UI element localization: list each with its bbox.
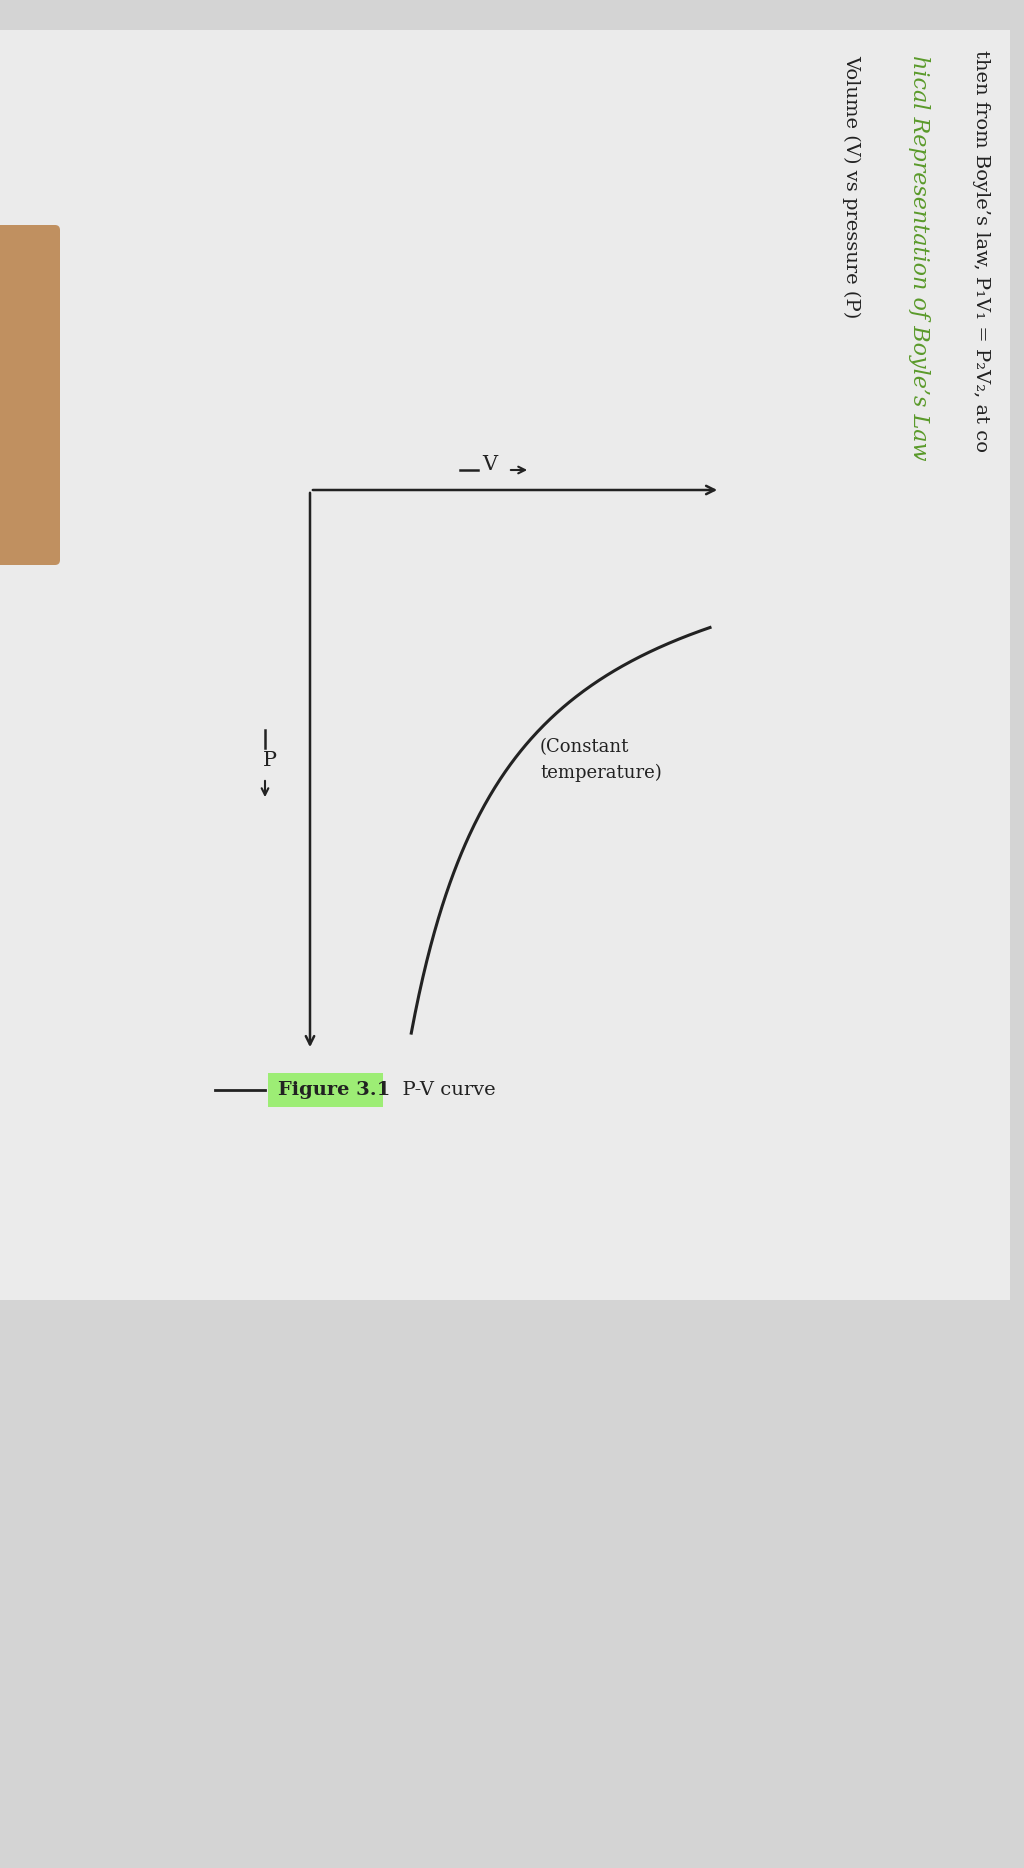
FancyBboxPatch shape bbox=[0, 224, 60, 564]
Text: (Constant
temperature): (Constant temperature) bbox=[540, 738, 662, 781]
Text: hical Representation of Boyle’s Law: hical Representation of Boyle’s Law bbox=[908, 54, 930, 461]
Text: V: V bbox=[482, 456, 498, 474]
FancyBboxPatch shape bbox=[268, 1072, 383, 1108]
Text: P-V curve: P-V curve bbox=[390, 1082, 496, 1098]
Text: Volume (V) vs pressure (P): Volume (V) vs pressure (P) bbox=[842, 54, 860, 318]
Text: then from Boyle’s law, P₁V₁ = P₂V₂, at co: then from Boyle’s law, P₁V₁ = P₂V₂, at c… bbox=[972, 50, 990, 452]
Text: Figure 3.1: Figure 3.1 bbox=[278, 1082, 390, 1098]
FancyBboxPatch shape bbox=[0, 30, 1010, 1300]
Text: P: P bbox=[263, 751, 278, 770]
